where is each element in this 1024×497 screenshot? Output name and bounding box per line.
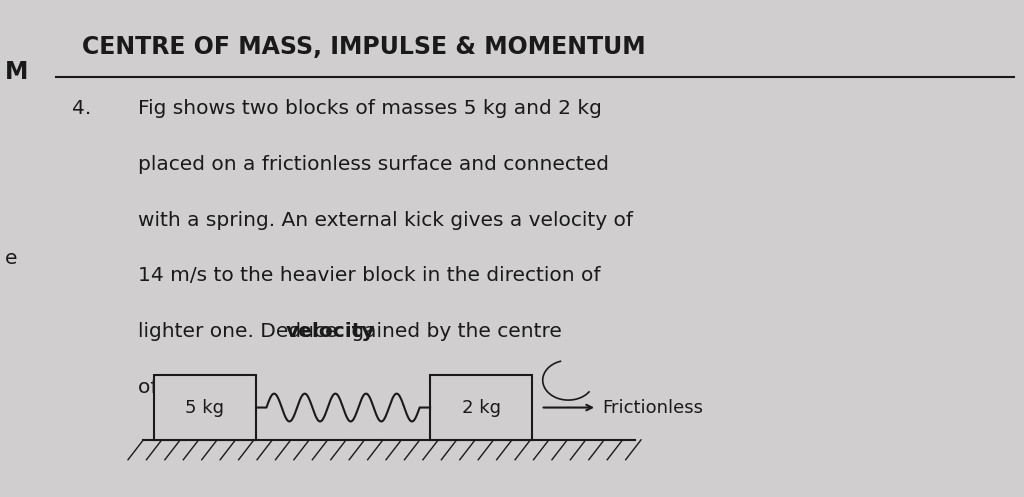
FancyBboxPatch shape	[430, 375, 532, 440]
Text: 14 m/s to the heavier block in the direction of: 14 m/s to the heavier block in the direc…	[138, 266, 601, 285]
Text: 5 kg: 5 kg	[185, 399, 224, 416]
Text: of mass: of mass	[138, 378, 217, 397]
Text: Fig shows two blocks of masses 5 kg and 2 kg: Fig shows two blocks of masses 5 kg and …	[138, 99, 602, 118]
Text: M: M	[5, 60, 29, 83]
Text: 4.: 4.	[72, 99, 91, 118]
FancyBboxPatch shape	[154, 375, 256, 440]
Text: velocity: velocity	[286, 322, 375, 341]
Text: gained by the centre: gained by the centre	[345, 322, 561, 341]
Text: Frictionless: Frictionless	[602, 399, 703, 416]
Text: 2 kg: 2 kg	[462, 399, 501, 416]
Text: placed on a frictionless surface and connected: placed on a frictionless surface and con…	[138, 155, 609, 174]
Text: e: e	[5, 249, 17, 268]
Text: CENTRE OF MASS, IMPULSE & MOMENTUM: CENTRE OF MASS, IMPULSE & MOMENTUM	[82, 35, 645, 59]
Text: with a spring. An external kick gives a velocity of: with a spring. An external kick gives a …	[138, 211, 633, 230]
Text: lighter one. Deduce: lighter one. Deduce	[138, 322, 344, 341]
